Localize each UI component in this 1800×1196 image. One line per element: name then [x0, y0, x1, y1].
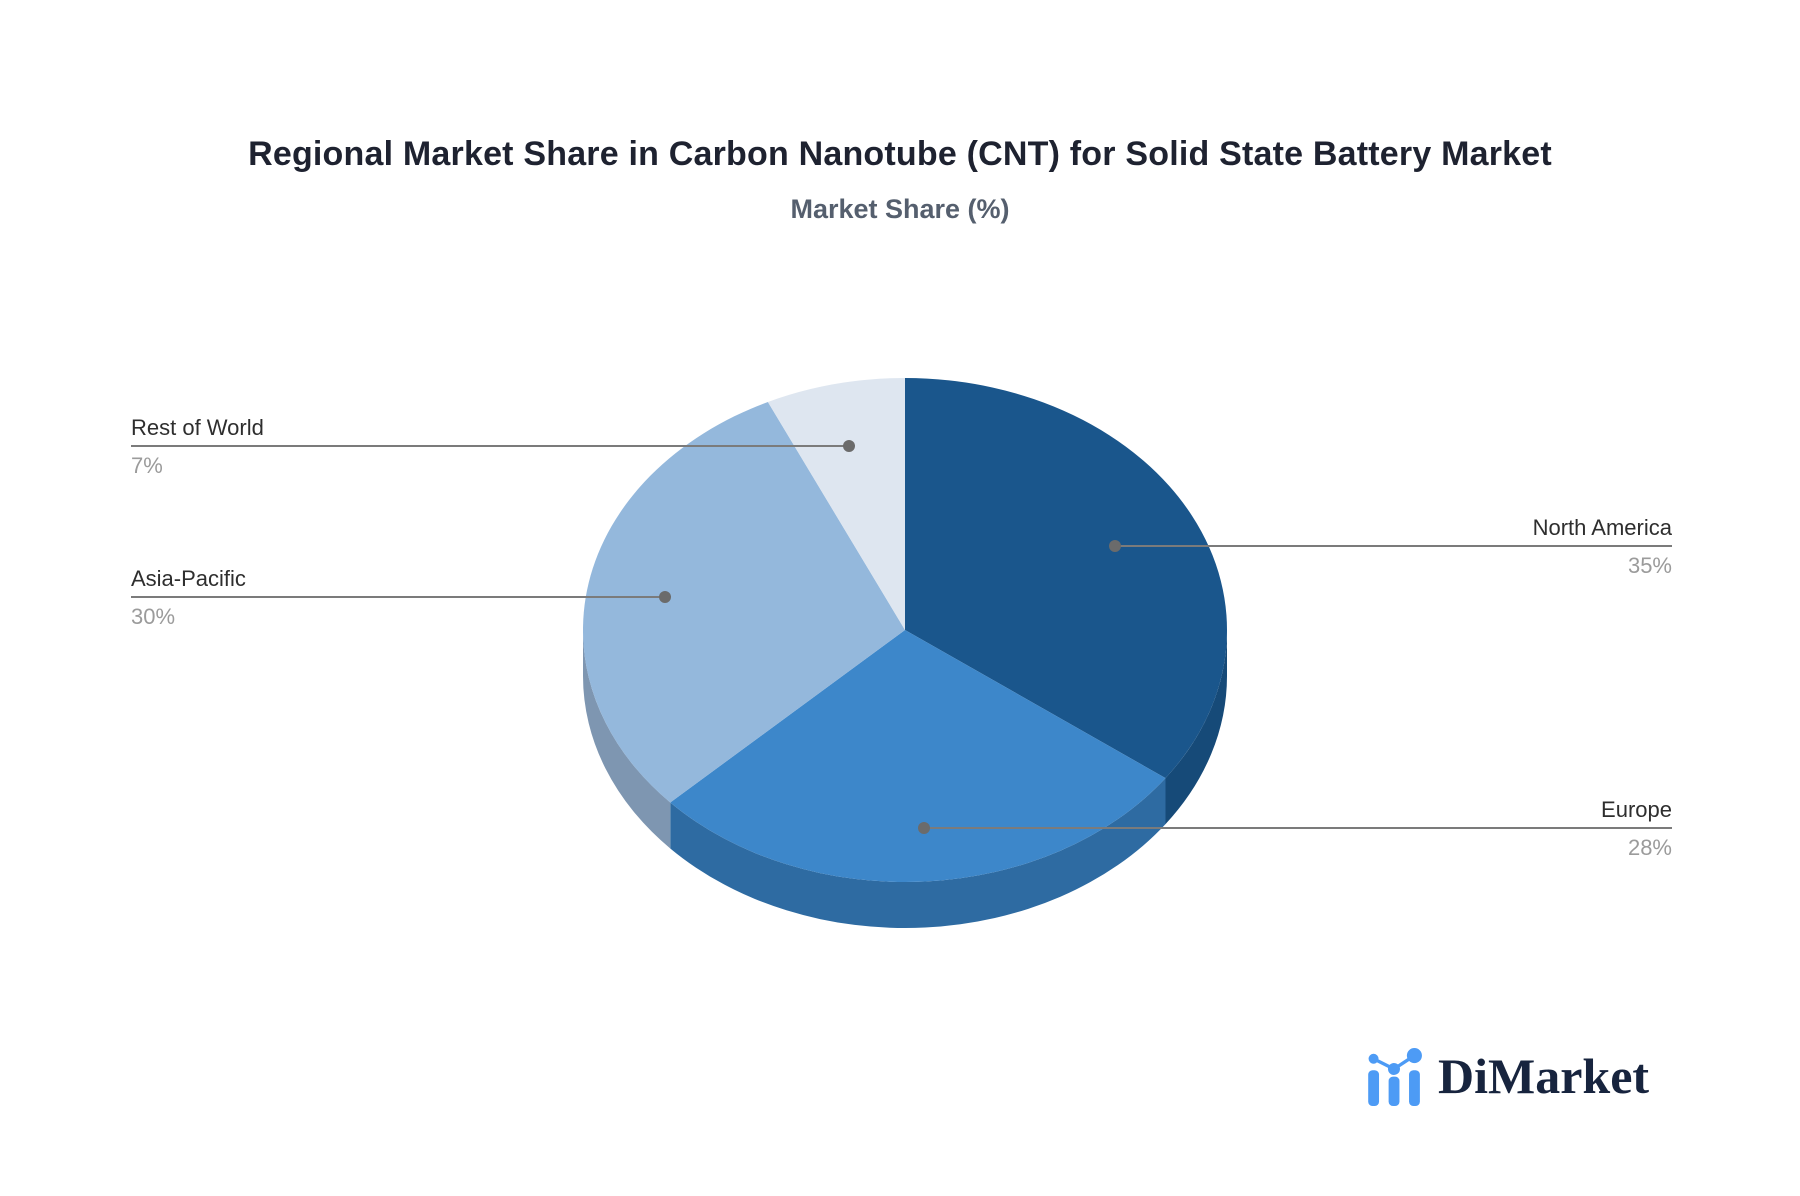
dimarket-logo-text: DiMarket: [1438, 1048, 1650, 1104]
leader-line-europe: [924, 827, 1672, 829]
pie-slice-side-europe: [670, 778, 1166, 928]
callout-value-rest-of-world: 7%: [131, 453, 163, 478]
callout-label-asia-pacific: Asia-Pacific: [131, 566, 246, 591]
leader-dot-north-america: [1109, 540, 1121, 552]
leader-dot-rest-of-world: [843, 440, 855, 452]
pie-slice-side-asia-pacific: [583, 630, 671, 849]
pie-slice-europe[interactable]: [670, 630, 1166, 882]
pie-slice-asia-pacific[interactable]: [582, 401, 905, 803]
leader-line-rest-of-world: [131, 445, 849, 447]
chart-subtitle: Market Share (%): [790, 194, 1010, 224]
callout-value-asia-pacific: 30%: [131, 604, 176, 629]
bar-chart-logo-icon: [1368, 1048, 1422, 1106]
pie-slice-side-north-america: [1165, 630, 1227, 825]
pie-slice-north-america[interactable]: [905, 378, 1227, 779]
callout-label-rest-of-world: Rest of World: [131, 415, 264, 440]
callout-value-north-america: 35%: [1627, 553, 1672, 578]
callout-value-europe: 28%: [1627, 835, 1672, 860]
dimarket-logo: DiMarket: [1368, 1046, 1649, 1106]
leader-dot-asia-pacific: [659, 591, 671, 603]
leader-dot-europe: [918, 822, 930, 834]
chart-title: Regional Market Share in Carbon Nanotube…: [248, 135, 1552, 173]
callout-label-north-america: North America: [1532, 515, 1672, 540]
callout-label-europe: Europe: [1601, 797, 1672, 822]
leader-line-asia-pacific: [131, 596, 665, 598]
pie-slice-rest-of-world[interactable]: [767, 378, 905, 630]
leader-line-north-america: [1115, 545, 1672, 547]
